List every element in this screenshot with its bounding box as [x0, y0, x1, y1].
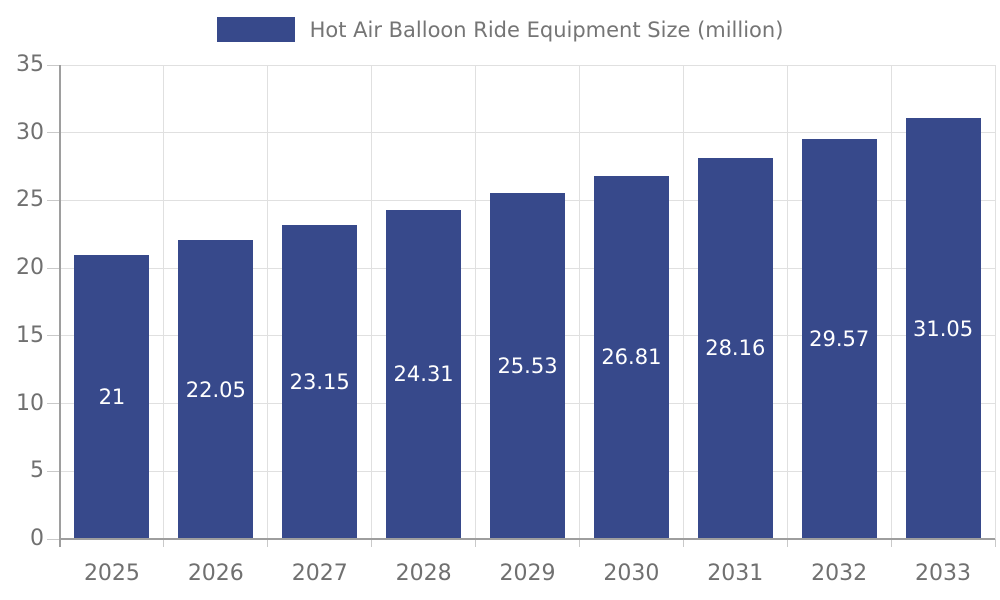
x-axis-tick: [475, 539, 477, 547]
bar-2027: 23.15: [282, 225, 358, 539]
bar-value-label: 22.05: [185, 377, 246, 402]
x-axis-tick: [371, 539, 373, 547]
x-axis-tick: [890, 539, 892, 547]
x-tick-label-2030: 2030: [603, 561, 660, 586]
y-axis-tick: [47, 403, 60, 405]
x-tick-label-2028: 2028: [395, 561, 452, 586]
bar-2030: 26.81: [593, 175, 669, 539]
x-axis-line: [60, 538, 995, 540]
y-tick-label-25: 25: [16, 187, 44, 213]
vertical-gridline: [371, 65, 373, 539]
bar-2025: 21: [74, 254, 150, 539]
x-tick-label-2033: 2033: [915, 561, 972, 586]
x-axis-tick: [578, 539, 580, 547]
bar-value-label: 26.81: [601, 345, 662, 370]
y-tick-label-35: 35: [16, 52, 44, 77]
x-tick-label-2025: 2025: [83, 561, 140, 586]
y-tick-label-0: 0: [30, 526, 44, 551]
bar-value-label: 25.53: [497, 354, 558, 379]
bar-value-label: 21: [98, 384, 126, 409]
x-axis-tick: [994, 539, 996, 547]
bar-2032: 29.57: [801, 138, 877, 539]
vertical-gridline: [475, 65, 477, 539]
y-tick-label-15: 15: [16, 322, 44, 348]
x-axis-tick: [163, 539, 165, 547]
x-tick-label-2026: 2026: [187, 561, 244, 586]
bar-value-label: 28.16: [705, 336, 766, 361]
y-axis-tick: [47, 64, 60, 66]
x-tick-label-2031: 2031: [707, 561, 764, 586]
x-tick-label-2027: 2027: [291, 561, 348, 586]
y-axis-tick: [47, 538, 60, 540]
bar-2029: 25.53: [490, 193, 565, 539]
bar-2031: 28.16: [697, 157, 773, 539]
bar-2028: 24.31: [386, 209, 462, 539]
vertical-gridline: [267, 65, 269, 539]
legend-swatch: [216, 17, 295, 42]
y-tick-label-20: 20: [16, 255, 44, 281]
bar-value-label: 24.31: [393, 362, 454, 387]
y-axis-tick: [47, 132, 60, 134]
x-axis-tick: [786, 539, 788, 547]
x-axis-tick: [682, 539, 684, 547]
y-axis-tick: [47, 470, 60, 472]
y-axis-line: [59, 65, 61, 547]
bar-value-label: 29.57: [809, 326, 870, 351]
chart-legend: Hot Air Balloon Ride Equipment Size (mil…: [0, 17, 1000, 42]
y-axis-tick: [47, 199, 60, 201]
y-tick-label-10: 10: [16, 390, 44, 416]
plot-area: 0 5 10 15 20 25 30 35 21 22.05 23.15 24.31 25.53 26.8…: [16, 52, 996, 586]
horizontal-gridline: [60, 64, 995, 66]
horizontal-gridline: [60, 132, 995, 134]
bar-2033: 31.05: [905, 118, 981, 539]
vertical-gridline: [994, 65, 996, 539]
y-tick-label-30: 30: [16, 119, 44, 145]
vertical-gridline: [578, 65, 580, 539]
vertical-gridline: [890, 65, 892, 539]
legend-title: Hot Air Balloon Ride Equipment Size (mil…: [309, 17, 784, 42]
vertical-gridline: [786, 65, 788, 539]
y-axis-tick: [47, 335, 60, 337]
y-axis-tick: [47, 267, 60, 269]
bar-value-label: 31.05: [912, 316, 974, 341]
vertical-gridline: [682, 65, 684, 539]
vertical-gridline: [163, 65, 165, 539]
bar-2026: 22.05: [178, 240, 254, 539]
x-axis-tick: [267, 539, 269, 547]
bar-value-label: 23.15: [289, 370, 350, 395]
x-tick-label-2032: 2032: [811, 561, 868, 586]
x-tick-label-2029: 2029: [499, 561, 556, 586]
y-tick-label-5: 5: [30, 458, 44, 484]
